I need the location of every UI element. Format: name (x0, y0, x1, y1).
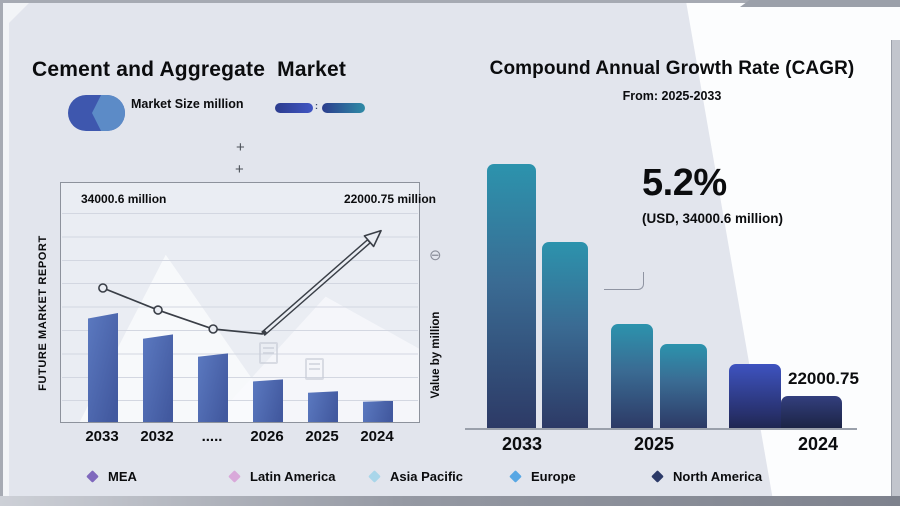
ratio-pill-icon (275, 103, 313, 113)
x-tick-label: ..... (201, 428, 223, 445)
legend-diamond-icon (651, 469, 664, 483)
minus-circle-icon: ⊖ (429, 247, 442, 264)
gridlines (62, 213, 418, 402)
frame-corner-cut (3, 3, 29, 29)
cylinder-logo-icon (68, 95, 125, 131)
cagr-title: Compound Annual Growth Rate (CAGR) (489, 58, 855, 79)
x-tick-label: 2033 (501, 434, 543, 454)
market-size-label: Market Size million (131, 97, 244, 111)
cagr-usd-note: (USD, 34000.6 million) (642, 211, 784, 226)
market-title: Cement and Aggregate Market (32, 58, 347, 81)
legend-label: MEA (108, 468, 137, 484)
legend-item-mea: MEA (86, 466, 137, 486)
callout-bracket (604, 272, 644, 290)
frame-left-highlight (3, 3, 9, 497)
end-value-annotation: 22000.75 million (343, 192, 436, 206)
ratio-colon: : (315, 101, 318, 111)
market-size-chart: 34000.6 million 22000.75 million (60, 182, 436, 423)
left-bar-2025 (308, 391, 338, 422)
x-tick-label: 2026 (250, 428, 284, 445)
legend-item-europe: Europe (509, 466, 576, 486)
ratio-pill-gradient-icon (322, 103, 365, 113)
legend-label: Latin America (250, 468, 336, 484)
plus-decoration-icon: + (235, 161, 244, 178)
cagr-bar-2024-secondary (781, 396, 842, 428)
left-bar-..... (198, 353, 228, 422)
legend-diamond-icon (86, 469, 99, 483)
cagr-bar-2025-primary (611, 323, 653, 428)
legend-label: Asia Pacific (390, 468, 463, 484)
x-tick-label: 2024 (360, 428, 394, 445)
frame-left-edge (0, 0, 3, 506)
y-axis-label: Value by million (430, 311, 442, 399)
frame-top-right-edge (740, 0, 900, 7)
x-tick-label: 2032 (140, 428, 174, 445)
document-watermark-icon (305, 358, 324, 380)
legend-diamond-icon (228, 469, 241, 483)
x-axis-line (465, 428, 857, 430)
x-tick-label: 2025 (633, 434, 675, 454)
start-value-annotation: 34000.6 million (81, 192, 167, 206)
legend-diamond-icon (509, 469, 522, 483)
legend-label: North America (673, 468, 763, 484)
plus-decoration-icon: + (236, 139, 245, 156)
frame-right-edge (891, 40, 900, 497)
cagr-bar-2033-secondary (542, 242, 588, 428)
legend-item-latin-america: Latin America (228, 466, 336, 486)
cagr-period: From: 2025-2033 (622, 89, 722, 103)
x-axis-labels: 2033 2032..... 2026 2025 2024 (60, 428, 418, 448)
x-tick-label: 2033 (85, 428, 119, 445)
cagr-percentage: 5.2% (642, 162, 727, 204)
cagr-chart (460, 140, 860, 430)
left-bar-2026 (253, 379, 283, 422)
document-watermark-icon (259, 342, 278, 364)
left-bar-2024 (363, 400, 393, 422)
cagr-bar-2025-secondary (660, 343, 707, 428)
legend-label: Europe (531, 468, 576, 484)
panel-background (61, 183, 419, 422)
end-value-label: 22000.75 (788, 369, 859, 388)
legend-diamond-icon (368, 469, 381, 483)
legend-item-north-america: North America (651, 466, 763, 486)
left-bar-2032 (143, 334, 173, 422)
frame-bottom-edge (0, 496, 900, 506)
cylinder-logo-face (92, 95, 125, 131)
watermark-vertical-label: FUTURE MARKET REPORT (37, 235, 49, 391)
cagr-bar-2024-primary (729, 364, 781, 428)
legend-item-asia-pacific: Asia Pacific (368, 466, 463, 486)
x-tick-label: 2025 (305, 428, 339, 445)
frame-top-edge (0, 0, 900, 3)
cagr-bar-2033-primary (487, 164, 536, 428)
region-legend: MEA Latin America Asia Pacific Europe North … (0, 466, 900, 486)
x-tick-label: 2024 (797, 434, 839, 454)
trend-line-arrow (98, 229, 382, 337)
left-bar-2033 (88, 313, 118, 422)
